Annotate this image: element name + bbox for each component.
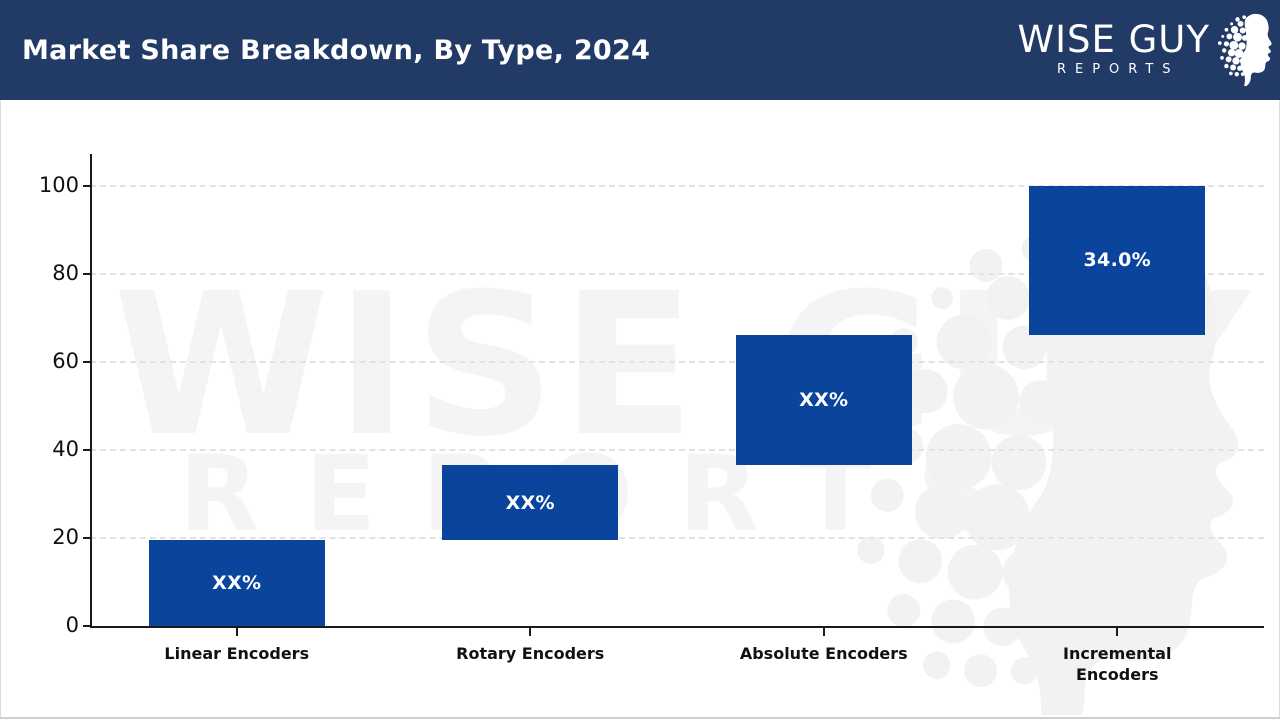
x-category-label: Linear Encoders (164, 644, 310, 663)
y-gridline (90, 360, 1264, 363)
y-gridline (90, 448, 1264, 451)
y-tick-mark (83, 625, 91, 627)
x-category-label: Incremental Encoders (1063, 644, 1172, 684)
brand-logo: WISE GUY REPORTS (1018, 5, 1276, 93)
x-tick-mark (822, 628, 825, 636)
header-bar: Market Share Breakdown, By Type, 2024 WI… (0, 0, 1280, 100)
bar-value-label: XX% (212, 572, 262, 595)
y-tick-mark (83, 448, 91, 451)
y-tick-label: 80 (52, 260, 79, 285)
y-gridline (90, 536, 1264, 539)
y-tick-label: 40 (52, 436, 79, 461)
bar-value-label: XX% (799, 389, 849, 412)
bar-value-label: XX% (505, 491, 555, 514)
brand-subtitle: REPORTS (1056, 62, 1180, 77)
chart-title: Market Share Breakdown, By Type, 2024 (22, 34, 651, 66)
bar-incremental-encoders: 34.0% (1029, 185, 1206, 336)
y-tick-mark (83, 272, 91, 275)
y-tick-label: 60 (52, 348, 79, 373)
brand-face-icon (1217, 13, 1272, 87)
bar-value-label: 34.0% (1083, 249, 1151, 272)
y-tick-label: 20 (52, 524, 79, 549)
brand-logo-text: WISE GUY REPORTS (1018, 21, 1210, 77)
x-category-label: Absolute Encoders (739, 644, 908, 663)
y-tick-mark (83, 184, 91, 187)
bar-absolute-encoders: XX% (735, 335, 912, 466)
y-gridline (90, 272, 1264, 275)
x-tick-mark (235, 628, 238, 636)
x-axis-line (90, 626, 1264, 628)
y-tick-mark (83, 536, 91, 539)
y-tick-label: 100 (38, 172, 79, 197)
y-tick-mark (83, 360, 91, 363)
y-axis-line (90, 154, 92, 628)
x-category-label: Rotary Encoders (456, 644, 605, 663)
x-tick-mark (1116, 628, 1119, 636)
bar-linear-encoders: XX% (148, 540, 325, 626)
brand-name: WISE GUY (1017, 18, 1210, 61)
y-gridline (90, 184, 1264, 187)
bar-rotary-encoders: XX% (442, 465, 619, 541)
y-tick-label: 0 (65, 613, 79, 637)
x-tick-mark (529, 628, 532, 636)
